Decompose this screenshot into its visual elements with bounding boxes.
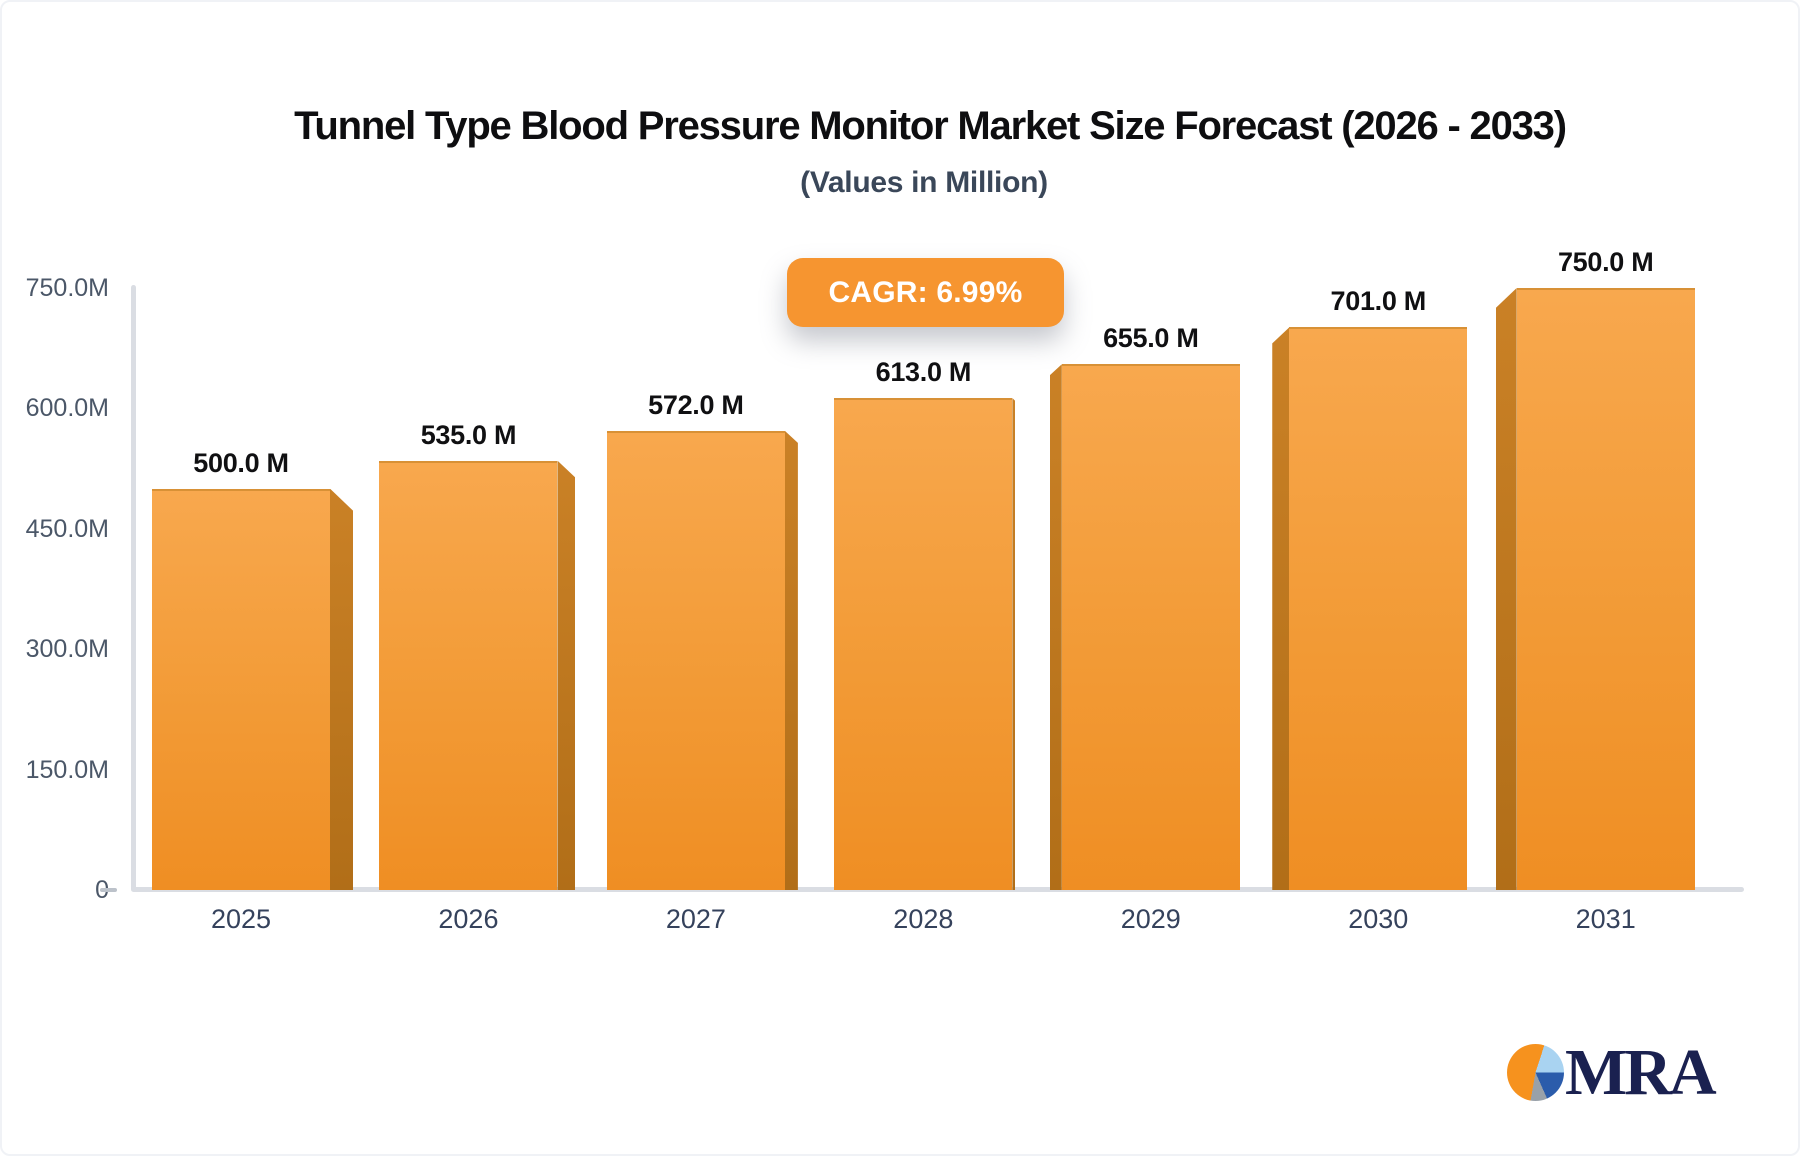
bar-3d-side: [1272, 327, 1290, 890]
cagr-badge-label: CAGR: 6.99%: [828, 275, 1023, 309]
bar-3d-side: [557, 460, 576, 890]
bar-3d-side: [1495, 288, 1517, 890]
bar-2026: [379, 460, 576, 890]
bar-2027: [606, 430, 798, 890]
bar-3d-side: [330, 488, 353, 890]
y-axis-tick-label: 0: [2, 874, 109, 906]
y-axis-tick-label: 600.0M: [25, 394, 109, 423]
bar-face: [1289, 327, 1468, 890]
y-axis-tick-label: 300.0M: [25, 635, 109, 664]
x-axis-tick-label: 2025: [210, 904, 272, 934]
x-axis-tick-label: 2028: [893, 904, 954, 934]
bar-3d-side: [1049, 364, 1062, 890]
bar-face: [1516, 288, 1695, 890]
bar-value-label: 535.0 M: [420, 419, 517, 450]
bar-3d-side: [784, 430, 798, 890]
chart-subtitle: (Values in Million): [800, 166, 1048, 199]
chart-title: Tunnel Type Blood Pressure Monitor Marke…: [294, 104, 1567, 148]
bar-2031: [1495, 288, 1695, 890]
bar-value-label: 655.0 M: [1103, 323, 1199, 354]
bar-2030: [1272, 327, 1468, 890]
y-axis-tick-label: 750.0M: [25, 274, 109, 302]
y-axis-tick-label: 450.0M: [25, 514, 109, 543]
bar-value-label: 750.0 M: [1557, 247, 1654, 277]
brand-logo: MRA: [1507, 1035, 1717, 1109]
pie-chart-icon: [1507, 1043, 1564, 1101]
bar-2028: [834, 397, 1016, 890]
x-axis-tick-label: 2026: [438, 904, 499, 934]
x-axis-tick-label: 2030: [1348, 904, 1409, 934]
y-axis-zero-tick: [100, 888, 117, 892]
bar-3d-side: [1012, 397, 1016, 890]
bar-face: [152, 488, 330, 890]
bar-value-label: 572.0 M: [648, 389, 744, 420]
y-axis-tick-label: 150.0M: [25, 755, 109, 784]
bar-face: [606, 430, 785, 890]
bar-2025: [152, 488, 353, 890]
bar-2029: [1049, 364, 1240, 890]
bar-face: [379, 460, 558, 890]
x-axis-tick-label: 2027: [665, 904, 726, 934]
x-axis-tick-label: 2031: [1575, 904, 1636, 934]
bar-face: [834, 397, 1013, 890]
bar-value-label: 613.0 M: [875, 356, 972, 387]
cagr-badge: CAGR: 6.99%: [787, 258, 1064, 327]
y-axis-line: [131, 285, 136, 891]
bar-value-label: 500.0 M: [193, 447, 289, 478]
bar-value-label: 701.0 M: [1330, 286, 1427, 317]
x-axis-tick-label: 2029: [1120, 904, 1181, 934]
brand-logo-text: MRA: [1565, 1035, 1717, 1109]
bar-face: [1061, 364, 1240, 890]
